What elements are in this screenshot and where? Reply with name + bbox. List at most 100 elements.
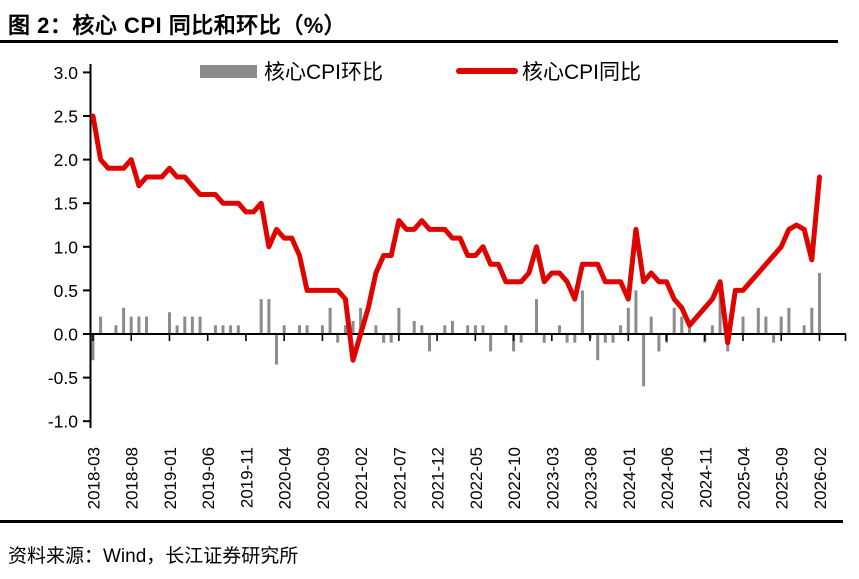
yoy-line [90, 113, 822, 363]
bar-2026-01 [810, 307, 814, 334]
legend-label-mom: 核心CPI环比 [264, 61, 384, 84]
bar-2026-02 [818, 273, 821, 334]
bar-2019-05 [198, 316, 202, 334]
legend-line-swatch-icon [456, 68, 518, 74]
x-tick-label: 2021-02 [352, 447, 371, 509]
bar-2022-10 [512, 334, 516, 352]
bar-2022-05 [473, 325, 477, 334]
x-tick-label: 2023-03 [543, 447, 562, 509]
bar-2020-10 [328, 307, 332, 334]
y-tick-label: 2.0 [54, 150, 79, 170]
bar-2018-04 [99, 316, 103, 334]
x-tick-label: 2024-11 [696, 447, 715, 508]
bar-2018-03 [91, 334, 95, 361]
bar-2023-10 [603, 334, 607, 343]
bar-2024-07 [672, 307, 676, 334]
x-tick-label: 2018-08 [123, 447, 142, 509]
x-tick-label: 2021-07 [390, 447, 409, 509]
bar-2022-01 [443, 325, 447, 334]
axes: 3.0 2.5 2.0 1.5 1.0 0.5 0.0 -0.5 -1.0 2018-03 2018… [48, 63, 847, 509]
bar-2019-03 [183, 316, 187, 334]
bar-2021-10 [420, 325, 424, 334]
legend-item-yoy: 核心CPI同比 [456, 58, 641, 84]
bar-2024-08 [680, 316, 684, 334]
bar-2023-05 [565, 334, 569, 343]
bar-2024-05 [657, 334, 661, 352]
y-tick-label: 1.0 [54, 237, 79, 257]
bar-2019-07 [213, 325, 217, 334]
bar-2019-01 [168, 312, 171, 334]
x-tick-label: 2024-01 [620, 447, 639, 509]
bar-2020-12 [343, 325, 347, 334]
bar-2024-01 [626, 307, 630, 334]
bar-2020-03 [275, 334, 278, 365]
bar-2025-04 [741, 316, 745, 334]
y-tick-label: 0.0 [54, 325, 79, 345]
bar-2021-06 [389, 334, 393, 343]
bar-2020-02 [267, 299, 271, 334]
bar-2019-09 [229, 325, 233, 334]
source-note: 资料来源：Wind，长江证券研究所 [8, 546, 299, 567]
bar-2018-10 [145, 316, 148, 334]
x-tick-label: 2019-01 [161, 447, 180, 509]
bar-2022-11 [519, 334, 523, 343]
legend-item-mom: 核心CPI环比 [200, 58, 383, 84]
y-tick-label: 2.5 [54, 107, 78, 127]
bar-2021-11 [428, 334, 431, 352]
bar-2023-01 [535, 299, 538, 334]
y-tick-label: 1.5 [54, 194, 78, 214]
x-tick-label: 2019-06 [199, 447, 218, 509]
bar-2024-02 [634, 290, 638, 334]
bar-2024-12 [710, 325, 714, 334]
bar-2022-04 [466, 325, 470, 334]
x-tick-label: 2025-04 [735, 447, 754, 509]
bar-2025-08 [772, 334, 776, 343]
bar-2022-06 [481, 325, 485, 334]
legend-bar-swatch-icon [200, 64, 257, 78]
x-tick-label: 2025-09 [773, 447, 792, 509]
bar-2025-10 [787, 307, 791, 334]
legend-label-yoy: 核心CPI同比 [522, 61, 642, 84]
bar-2025-01 [718, 290, 722, 334]
bar-2020-04 [282, 325, 286, 334]
bar-2022-02 [450, 320, 454, 334]
title-rule [0, 40, 838, 43]
bar-2023-12 [619, 325, 623, 334]
bar-2021-04 [374, 325, 378, 334]
bar-2019-08 [221, 325, 225, 334]
bar-2023-04 [558, 325, 561, 334]
x-tick-label: 2019-11 [237, 447, 256, 508]
bar-2025-07 [764, 316, 768, 334]
bar-2020-01 [259, 299, 263, 334]
y-tick-label: -0.5 [48, 368, 78, 388]
y-tick-label: 3.0 [54, 63, 79, 83]
bar-2019-04 [190, 316, 194, 334]
bar-2020-09 [320, 325, 324, 334]
bar-2024-03 [642, 334, 646, 387]
x-tick-label: 2020-09 [314, 447, 333, 509]
bar-2018-07 [122, 307, 126, 334]
bar-2023-11 [611, 334, 615, 343]
bar-2018-09 [137, 316, 141, 334]
bar-2025-09 [779, 316, 783, 334]
bar-2020-07 [305, 325, 309, 334]
x-tick-label: 2024-06 [658, 447, 677, 509]
bar-2023-06 [573, 334, 577, 343]
bar-2018-06 [114, 325, 118, 334]
x-tick-label: 2021-12 [429, 447, 448, 509]
bar-2022-07 [489, 334, 493, 352]
bar-2019-10 [236, 325, 240, 334]
bar-2023-09 [596, 334, 600, 361]
x-tick-label: 2022-10 [505, 447, 524, 509]
chart-legend: 核心CPI环比 核心CPI同比 [0, 58, 859, 84]
bar-2021-09 [412, 320, 416, 334]
y-tick-label: -1.0 [48, 412, 78, 432]
x-tick-label: 2020-04 [276, 447, 295, 509]
bar-2025-12 [802, 325, 806, 334]
bar-2020-06 [298, 325, 301, 334]
bar-2020-11 [336, 334, 340, 343]
bar-2021-02 [359, 307, 363, 334]
bar-2024-09 [688, 325, 691, 334]
bar-2025-06 [756, 307, 760, 334]
